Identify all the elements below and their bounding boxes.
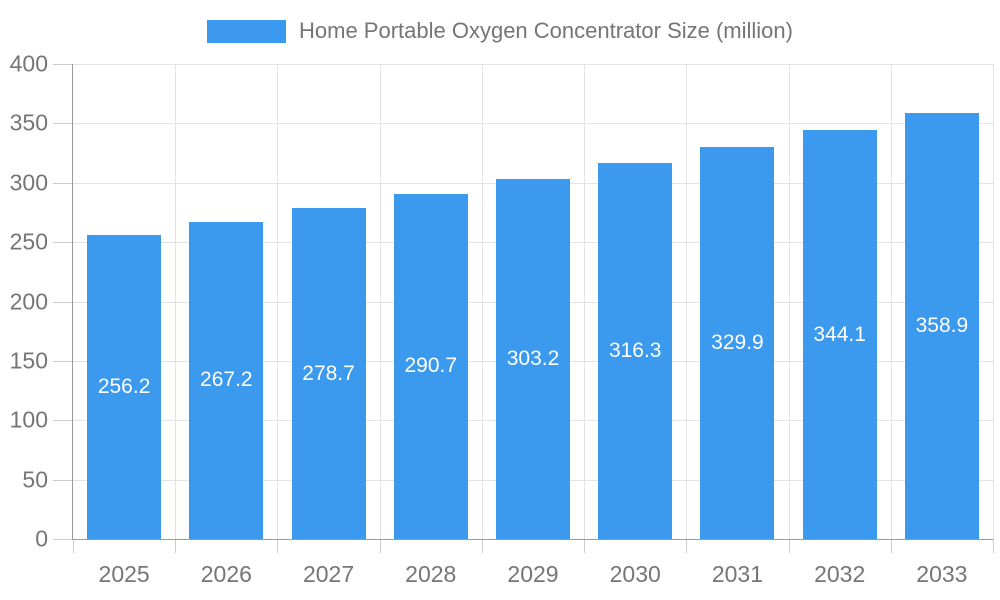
y-tick-label: 150 [9, 347, 48, 374]
y-tick-mark [53, 123, 73, 125]
bar [393, 193, 468, 539]
x-axis-line [72, 539, 993, 540]
y-gridline [73, 64, 993, 65]
x-gridline [788, 64, 790, 539]
bar [904, 112, 979, 539]
bar [189, 221, 264, 539]
legend-label: Home Portable Oxygen Concentrator Size (… [299, 18, 793, 43]
x-tick-label: 2033 [916, 561, 968, 587]
y-gridline [73, 123, 993, 125]
x-tick-mark [481, 539, 483, 553]
bar-value-label: 303.2 [506, 346, 560, 370]
bar-value-label: 278.7 [302, 361, 355, 385]
y-tick-mark [53, 479, 73, 481]
y-axis-line [72, 64, 73, 539]
chart-legend: Home Portable Oxygen Concentrator Size (… [0, 19, 1000, 43]
y-tick-mark [53, 420, 73, 422]
x-tick-label: 2030 [609, 561, 661, 587]
x-tick-mark [379, 539, 381, 553]
y-tick-mark [53, 539, 73, 540]
x-gridline [481, 64, 483, 539]
x-tick-label: 2027 [302, 561, 355, 587]
legend-swatch [207, 19, 286, 43]
bar [700, 147, 775, 539]
x-gridline [175, 64, 177, 539]
y-tick-label: 100 [9, 406, 48, 433]
bar-value-label: 290.7 [404, 354, 458, 378]
bar-value-label: 256.2 [97, 374, 151, 398]
x-tick-label: 2031 [711, 561, 764, 587]
y-tick-label: 350 [9, 109, 48, 136]
y-tick-label: 400 [9, 50, 48, 77]
bar-value-label: 316.3 [608, 339, 662, 363]
x-tick-mark [73, 539, 74, 553]
bar [496, 178, 570, 539]
x-gridline [686, 64, 688, 539]
x-tick-label: 2032 [814, 561, 866, 587]
x-tick-mark [788, 539, 790, 553]
x-tick-mark [277, 539, 279, 553]
y-tick-mark [53, 64, 73, 65]
y-tick-mark [53, 182, 73, 184]
x-tick-label: 2026 [200, 561, 252, 587]
x-tick-label: 2029 [507, 561, 559, 587]
bar-value-label: 344.1 [813, 322, 866, 346]
bar-value-label: 267.2 [200, 368, 253, 392]
y-tick-label: 0 [35, 525, 48, 552]
x-tick-label: 2025 [98, 561, 150, 587]
y-tick-mark [53, 301, 73, 303]
y-tick-label: 250 [9, 228, 48, 255]
y-tick-mark [53, 242, 73, 244]
x-gridline [993, 64, 994, 539]
bar [291, 208, 366, 539]
bar [87, 234, 162, 539]
x-tick-label: 2028 [405, 561, 457, 587]
x-gridline [379, 64, 381, 539]
bar [598, 163, 673, 539]
y-tick-mark [53, 360, 73, 362]
x-tick-mark [890, 539, 892, 553]
bar [802, 130, 877, 539]
x-tick-mark [584, 539, 586, 553]
y-tick-label: 200 [9, 288, 48, 314]
x-gridline [277, 64, 279, 539]
bar-value-label: 329.9 [711, 331, 764, 355]
y-tick-label: 300 [9, 169, 48, 196]
x-gridline [890, 64, 892, 539]
x-tick-mark [993, 539, 994, 553]
x-gridline [584, 64, 586, 539]
x-tick-mark [686, 539, 688, 553]
y-tick-label: 50 [22, 466, 48, 493]
bar-value-label: 358.9 [915, 313, 969, 337]
x-tick-mark [175, 539, 177, 553]
